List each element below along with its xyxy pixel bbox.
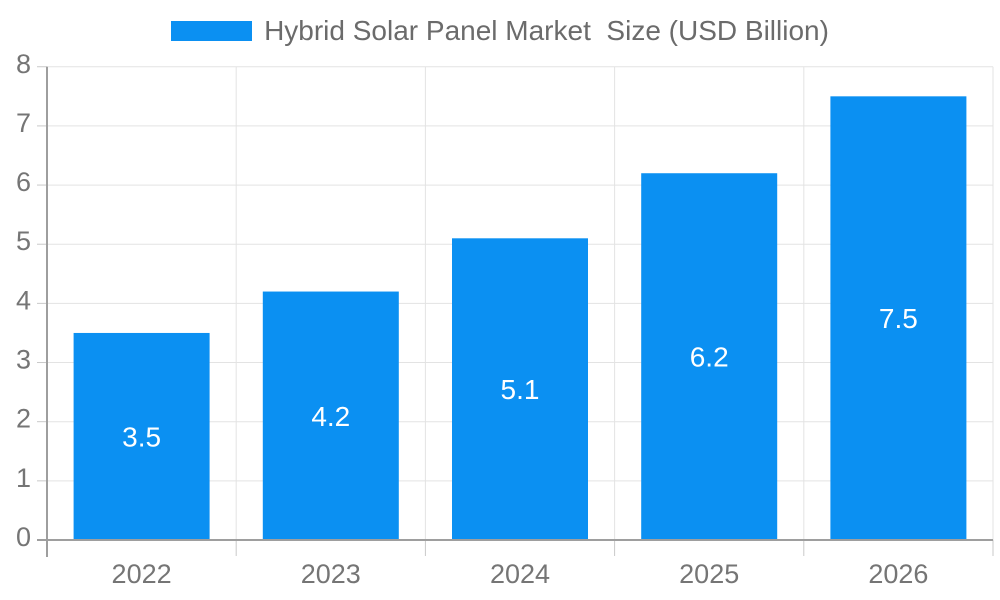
- bar-value-label-2023: 4.2: [311, 401, 350, 432]
- bar-2023[interactable]: [262, 291, 399, 540]
- legend-label: Hybrid Solar Panel Market Size (USD Bill…: [264, 15, 829, 46]
- y-axis-label-7: 7: [16, 108, 31, 138]
- y-axis-label-8: 8: [16, 49, 31, 79]
- x-axis-label-2023: 2023: [301, 559, 361, 589]
- y-axis-label-3: 3: [16, 345, 31, 375]
- x-axis-label-2022: 2022: [112, 559, 172, 589]
- bar-value-label-2024: 5.1: [501, 374, 540, 405]
- y-axis-label-2: 2: [16, 404, 31, 434]
- y-axis-label-5: 5: [16, 226, 31, 256]
- x-axis-label-2025: 2025: [679, 559, 739, 589]
- y-axis-label-0: 0: [16, 522, 31, 552]
- bar-value-label-2025: 6.2: [690, 342, 729, 373]
- y-axis-label-1: 1: [16, 463, 31, 493]
- x-axis-label-2026: 2026: [868, 559, 928, 589]
- x-axis-label-2024: 2024: [490, 559, 550, 589]
- bar-value-label-2022: 3.5: [122, 421, 161, 452]
- y-axis-label-4: 4: [16, 285, 31, 315]
- legend-swatch: [171, 21, 253, 41]
- bar-2022[interactable]: [73, 332, 210, 540]
- bar-2026[interactable]: [830, 96, 967, 540]
- bar-value-label-2026: 7.5: [879, 303, 918, 334]
- bar-2025[interactable]: [641, 173, 778, 540]
- legend[interactable]: Hybrid Solar Panel Market Size (USD Bill…: [0, 15, 1000, 47]
- bar-2024[interactable]: [452, 238, 588, 540]
- y-axis-label-6: 6: [16, 167, 31, 197]
